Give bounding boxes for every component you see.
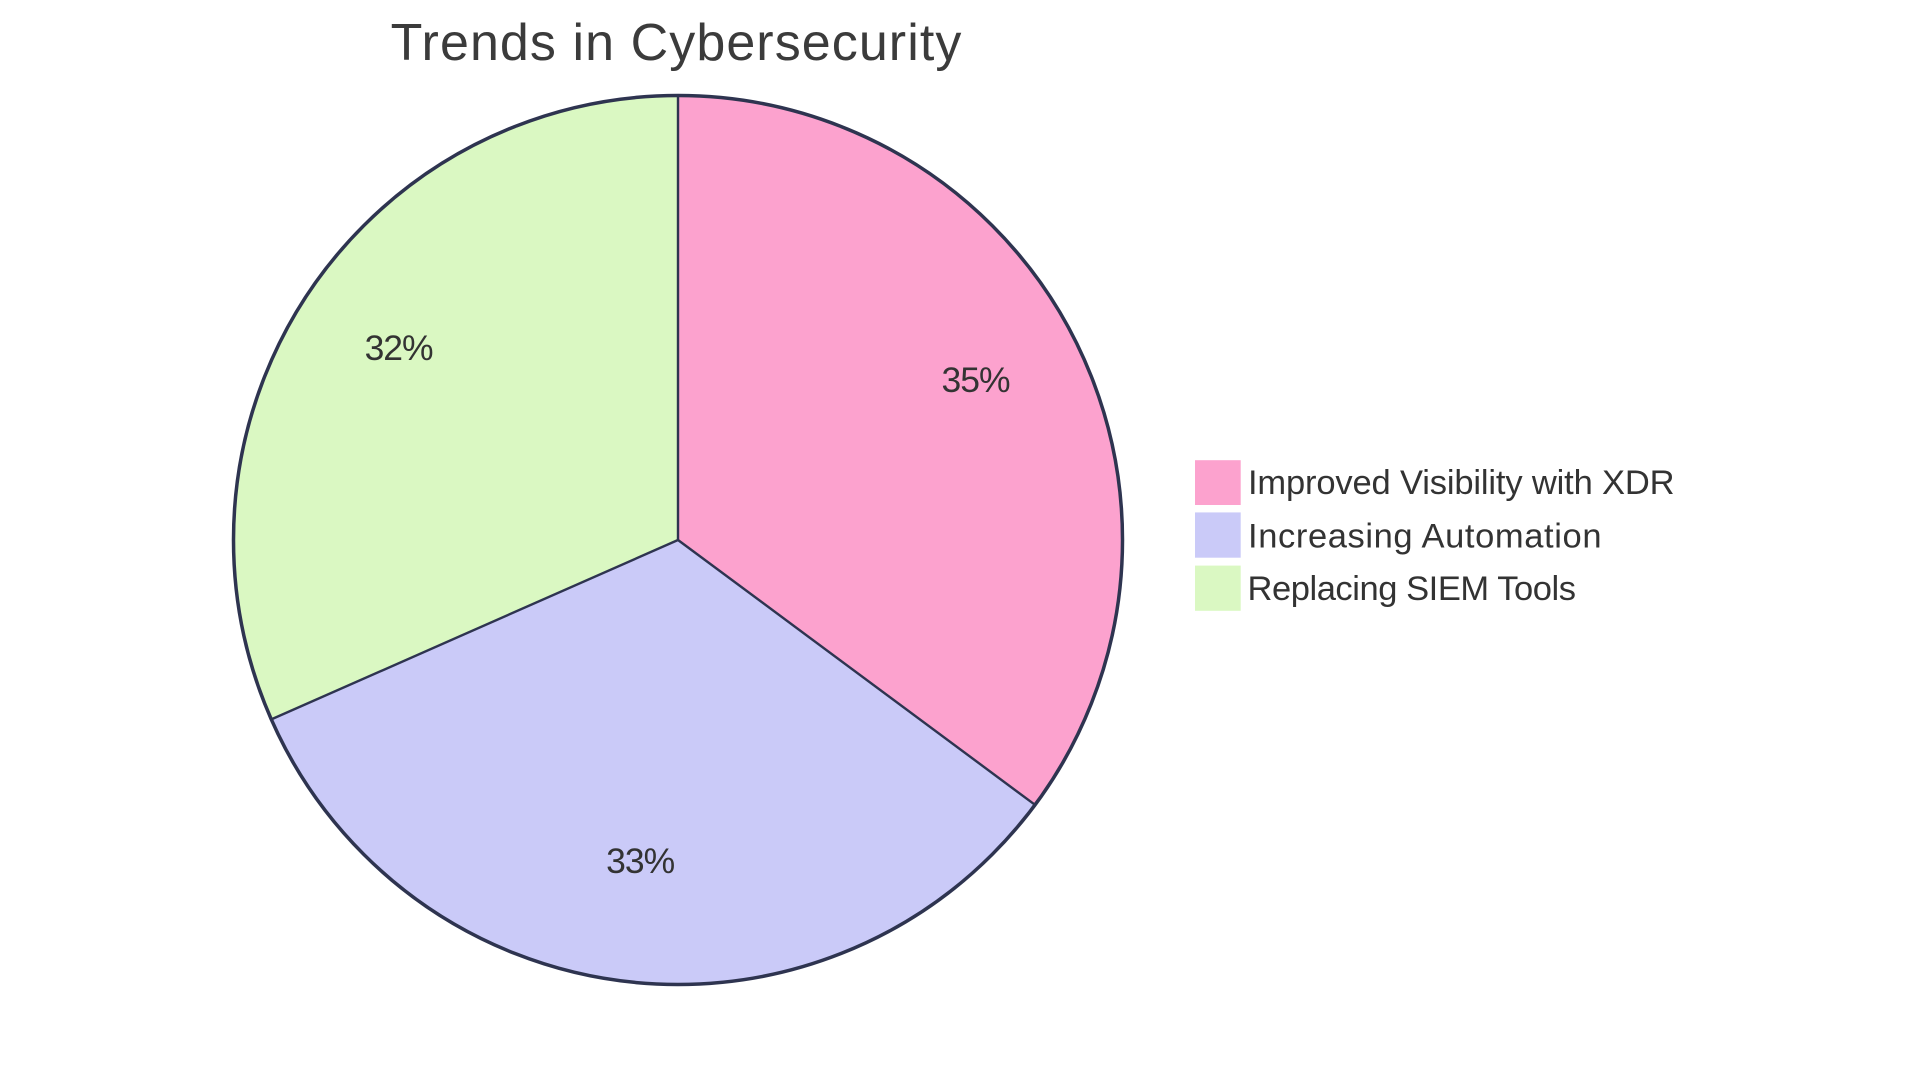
svg-text:35%: 35% [941,360,1009,400]
svg-text:Trends in Cybersecurity: Trends in Cybersecurity [391,14,962,72]
svg-text:32%: 32% [365,328,433,368]
svg-text:33%: 33% [606,841,674,881]
svg-text:Improved Visibility with XDR: Improved Visibility with XDR [1248,464,1675,502]
svg-text:Increasing Automation: Increasing Automation [1248,518,1602,556]
svg-text:Replacing SIEM Tools: Replacing SIEM Tools [1248,570,1577,608]
